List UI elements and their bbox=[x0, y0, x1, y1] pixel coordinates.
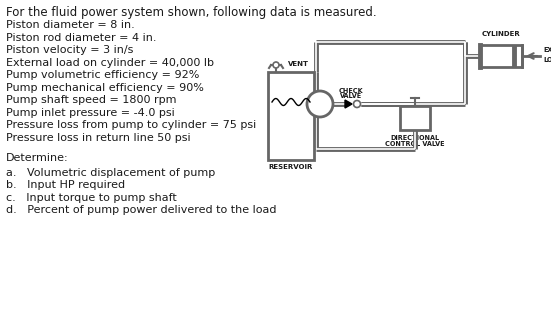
Text: CYLINDER: CYLINDER bbox=[482, 31, 520, 37]
Text: CHECK: CHECK bbox=[339, 88, 363, 94]
Text: Piston diameter = 8 in.: Piston diameter = 8 in. bbox=[6, 20, 135, 30]
Text: c.   Input torque to pump shaft: c. Input torque to pump shaft bbox=[6, 193, 177, 203]
Text: PUMP: PUMP bbox=[309, 99, 331, 105]
Text: Pump inlet pressure = -4.0 psi: Pump inlet pressure = -4.0 psi bbox=[6, 108, 175, 118]
Text: RESERVOIR: RESERVOIR bbox=[269, 164, 313, 170]
Text: EXTERNAL: EXTERNAL bbox=[543, 47, 551, 53]
Text: d.   Percent of pump power delivered to the load: d. Percent of pump power delivered to th… bbox=[6, 205, 277, 215]
Text: Pressure loss in return line 50 psi: Pressure loss in return line 50 psi bbox=[6, 132, 191, 143]
Circle shape bbox=[307, 91, 333, 117]
Text: DIRECTIONAL: DIRECTIONAL bbox=[391, 135, 440, 141]
Bar bbox=[268, 72, 314, 160]
Text: LOAD: LOAD bbox=[543, 57, 551, 63]
Text: Piston velocity = 3 in/s: Piston velocity = 3 in/s bbox=[6, 45, 133, 55]
Text: VENT: VENT bbox=[288, 61, 309, 67]
Text: Pump volumetric efficiency = 92%: Pump volumetric efficiency = 92% bbox=[6, 70, 199, 80]
Text: VALVE: VALVE bbox=[340, 93, 362, 99]
Text: Determine:: Determine: bbox=[6, 153, 69, 163]
Text: Piston rod diameter = 4 in.: Piston rod diameter = 4 in. bbox=[6, 33, 156, 43]
Text: a.   Volumetric displacement of pump: a. Volumetric displacement of pump bbox=[6, 167, 215, 177]
Polygon shape bbox=[345, 100, 352, 108]
Text: Pump shaft speed = 1800 rpm: Pump shaft speed = 1800 rpm bbox=[6, 95, 176, 105]
Circle shape bbox=[273, 62, 279, 68]
Text: CONTROL VALVE: CONTROL VALVE bbox=[385, 141, 445, 147]
Text: Pressure loss from pump to cylinder = 75 psi: Pressure loss from pump to cylinder = 75… bbox=[6, 120, 256, 130]
Text: b.   Input HP required: b. Input HP required bbox=[6, 180, 125, 190]
Text: For the fluid power system shown, following data is measured.: For the fluid power system shown, follow… bbox=[6, 6, 377, 19]
Circle shape bbox=[354, 100, 360, 108]
Text: Pump mechanical efficiency = 90%: Pump mechanical efficiency = 90% bbox=[6, 82, 204, 92]
Bar bbox=[400, 106, 430, 130]
Bar bbox=[480, 45, 522, 67]
Text: External load on cylinder = 40,000 lb: External load on cylinder = 40,000 lb bbox=[6, 58, 214, 68]
